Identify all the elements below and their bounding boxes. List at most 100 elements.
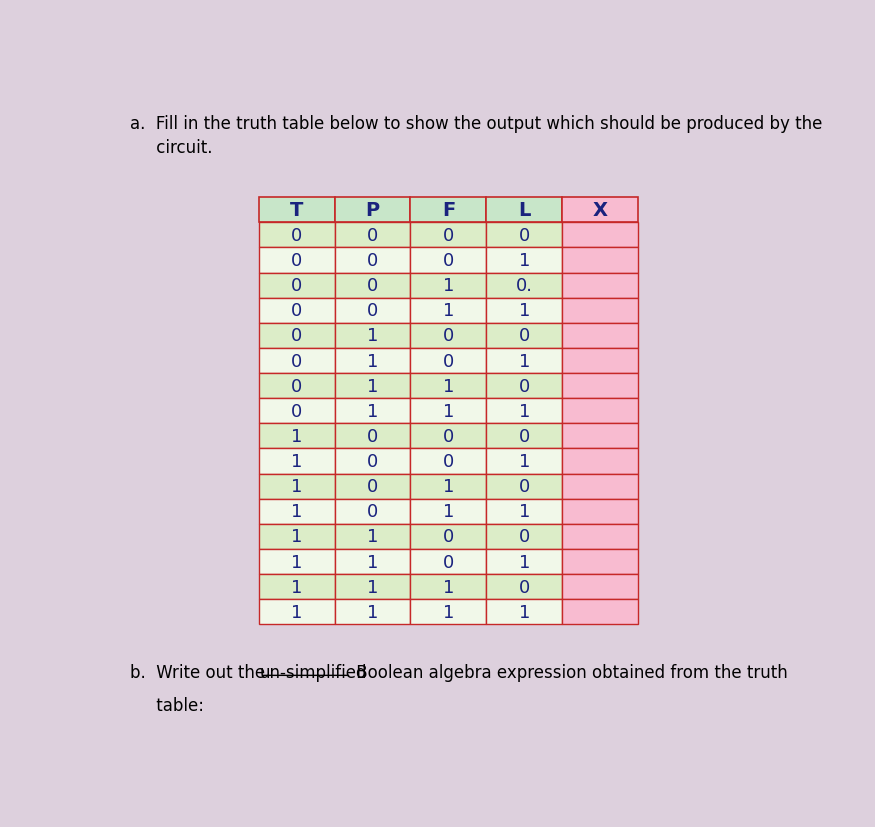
Bar — [487, 198, 563, 223]
Bar — [334, 474, 410, 500]
Text: 1: 1 — [367, 553, 378, 571]
Bar — [259, 299, 334, 323]
Bar — [259, 399, 334, 423]
Text: table:: table: — [130, 696, 204, 714]
Bar — [334, 374, 410, 399]
Bar — [563, 273, 639, 299]
Text: 1: 1 — [519, 603, 530, 621]
Text: 0: 0 — [519, 327, 530, 345]
Bar — [410, 198, 487, 223]
Text: 1: 1 — [443, 503, 454, 521]
Text: 1: 1 — [367, 578, 378, 596]
Bar — [410, 273, 487, 299]
Bar — [487, 423, 563, 449]
Text: 0: 0 — [290, 352, 302, 370]
Text: 1: 1 — [367, 528, 378, 546]
Bar — [410, 299, 487, 323]
Bar — [487, 348, 563, 374]
Text: 1: 1 — [367, 402, 378, 420]
Bar — [563, 374, 639, 399]
Text: 0: 0 — [367, 277, 378, 294]
Text: 1: 1 — [519, 503, 530, 521]
Bar — [259, 600, 334, 624]
Bar — [259, 449, 334, 474]
Bar — [487, 474, 563, 500]
Text: 0: 0 — [519, 477, 530, 495]
Bar — [487, 299, 563, 323]
Text: 0: 0 — [519, 528, 530, 546]
Bar — [259, 248, 334, 273]
Text: 1: 1 — [290, 578, 302, 596]
Text: 0: 0 — [443, 528, 454, 546]
Bar — [563, 348, 639, 374]
Text: 1: 1 — [290, 428, 302, 446]
Bar — [563, 323, 639, 348]
Text: 0: 0 — [367, 227, 378, 245]
Text: 1: 1 — [519, 251, 530, 270]
Bar — [563, 423, 639, 449]
Text: 1: 1 — [290, 528, 302, 546]
Text: 0: 0 — [290, 402, 302, 420]
Bar — [410, 323, 487, 348]
Bar — [410, 248, 487, 273]
Text: X: X — [593, 201, 608, 220]
Text: 1: 1 — [367, 377, 378, 395]
Bar — [259, 223, 334, 248]
Text: 0: 0 — [290, 302, 302, 320]
Text: 0: 0 — [367, 477, 378, 495]
Text: 1: 1 — [519, 452, 530, 471]
Bar — [563, 600, 639, 624]
Text: Boolean algebra expression obtained from the truth: Boolean algebra expression obtained from… — [352, 662, 788, 681]
Bar — [334, 248, 410, 273]
Bar — [487, 223, 563, 248]
Text: 0: 0 — [519, 428, 530, 446]
Text: 0: 0 — [519, 227, 530, 245]
Text: 1: 1 — [290, 553, 302, 571]
Text: 1: 1 — [519, 352, 530, 370]
Bar — [334, 323, 410, 348]
Bar — [259, 323, 334, 348]
Bar — [259, 198, 334, 223]
Bar — [334, 423, 410, 449]
Bar — [410, 449, 487, 474]
Bar — [334, 449, 410, 474]
Text: b.  Write out the: b. Write out the — [130, 662, 270, 681]
Text: 0: 0 — [290, 227, 302, 245]
Bar — [410, 474, 487, 500]
Bar — [259, 348, 334, 374]
Text: un-simplified: un-simplified — [260, 662, 368, 681]
Text: 1: 1 — [443, 302, 454, 320]
Text: 1: 1 — [290, 452, 302, 471]
Bar — [410, 524, 487, 549]
Bar — [334, 600, 410, 624]
Bar — [410, 575, 487, 600]
Text: 0: 0 — [443, 553, 454, 571]
Bar — [334, 399, 410, 423]
Text: 0: 0 — [443, 452, 454, 471]
Text: 0: 0 — [443, 251, 454, 270]
Bar — [563, 500, 639, 524]
Bar — [563, 248, 639, 273]
Text: 1: 1 — [367, 327, 378, 345]
Text: 0: 0 — [367, 251, 378, 270]
Bar — [259, 500, 334, 524]
Bar — [334, 223, 410, 248]
Bar — [487, 449, 563, 474]
Text: L: L — [518, 201, 530, 220]
Text: 1: 1 — [443, 477, 454, 495]
Bar — [410, 374, 487, 399]
Bar — [410, 223, 487, 248]
Bar — [259, 474, 334, 500]
Bar — [487, 549, 563, 575]
Bar — [487, 273, 563, 299]
Bar — [334, 524, 410, 549]
Text: 1: 1 — [367, 603, 378, 621]
Bar — [487, 524, 563, 549]
Text: P: P — [366, 201, 380, 220]
Bar — [563, 474, 639, 500]
Bar — [410, 399, 487, 423]
Text: 1: 1 — [290, 603, 302, 621]
Text: 1: 1 — [443, 578, 454, 596]
Bar — [410, 500, 487, 524]
Bar — [563, 399, 639, 423]
